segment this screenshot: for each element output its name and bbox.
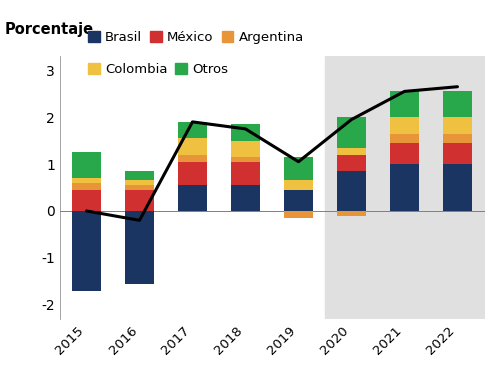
Bar (337, 117, 366, 148)
Bar (231, 162, 260, 185)
Bar (390, 143, 419, 164)
Bar (125, 190, 154, 211)
Bar (125, 180, 154, 185)
Bar (284, 190, 313, 211)
Bar (337, 148, 366, 154)
Bar (390, 134, 419, 143)
Bar (72, 178, 101, 183)
Bar (337, 154, 366, 171)
Bar (72, 183, 101, 190)
Bar (72, 190, 101, 211)
Bar (125, 171, 154, 180)
Bar (178, 138, 207, 154)
Bar (443, 134, 472, 143)
Bar (125, 211, 154, 284)
Bar (284, 157, 313, 180)
Bar (72, 211, 101, 291)
Bar (178, 185, 207, 211)
Bar (325, 56, 485, 319)
Bar (284, 211, 313, 218)
Bar (72, 152, 101, 178)
Bar (231, 141, 260, 157)
Bar (443, 92, 472, 117)
Bar (337, 171, 366, 211)
Bar (178, 162, 207, 185)
Text: Porcentaje: Porcentaje (5, 22, 94, 37)
Bar (337, 211, 366, 216)
Bar (231, 185, 260, 211)
Bar (178, 154, 207, 162)
Bar (231, 124, 260, 141)
Bar (125, 185, 154, 190)
Bar (443, 143, 472, 164)
Bar (443, 117, 472, 134)
Bar (284, 180, 313, 190)
Bar (178, 122, 207, 138)
Bar (231, 157, 260, 162)
Bar (390, 117, 419, 134)
Bar (390, 164, 419, 211)
Bar (390, 92, 419, 117)
Legend: Colombia, Otros: Colombia, Otros (88, 63, 228, 76)
Bar (443, 164, 472, 211)
